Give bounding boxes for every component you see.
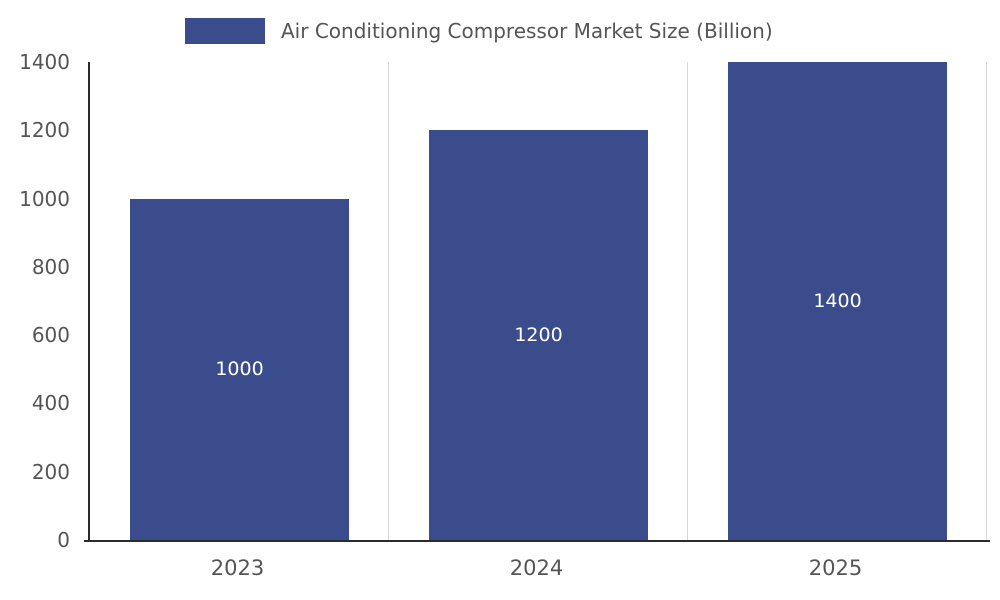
chart-title: Air Conditioning Compressor Market Size … — [281, 19, 773, 43]
y-tick-label: 400 — [31, 391, 70, 416]
bar-value-label: 1200 — [514, 324, 563, 347]
bar: 1000 — [130, 198, 349, 540]
y-tick-label: 200 — [31, 459, 70, 484]
bar-value-label: 1000 — [215, 358, 264, 381]
y-tick-label: 1200 — [19, 118, 70, 143]
y-tick-label: 0 — [57, 528, 70, 552]
bar: 1400 — [728, 62, 947, 540]
legend-swatch — [185, 18, 265, 44]
gridline — [986, 62, 987, 540]
y-tick-label: 800 — [31, 254, 70, 279]
x-axis-line — [84, 540, 990, 542]
x-tick-label: 2023 — [210, 556, 265, 580]
x-tick-label: 2024 — [509, 556, 564, 580]
plot-area: 1000 1200 1400 — [88, 62, 987, 542]
y-tick-label: 600 — [31, 323, 70, 348]
gridline — [388, 62, 389, 540]
x-axis: 2023 2024 2025 — [88, 556, 985, 590]
gridline — [687, 62, 688, 540]
legend: Air Conditioning Compressor Market Size … — [185, 18, 773, 44]
y-tick-label: 1400 — [19, 50, 70, 74]
y-axis: 0 200 400 600 800 1000 1200 1400 — [0, 50, 82, 552]
y-tick-label: 1000 — [19, 186, 70, 211]
x-tick-label: 2025 — [808, 556, 863, 580]
bar-value-label: 1400 — [813, 290, 862, 312]
bar: 1200 — [429, 130, 648, 540]
